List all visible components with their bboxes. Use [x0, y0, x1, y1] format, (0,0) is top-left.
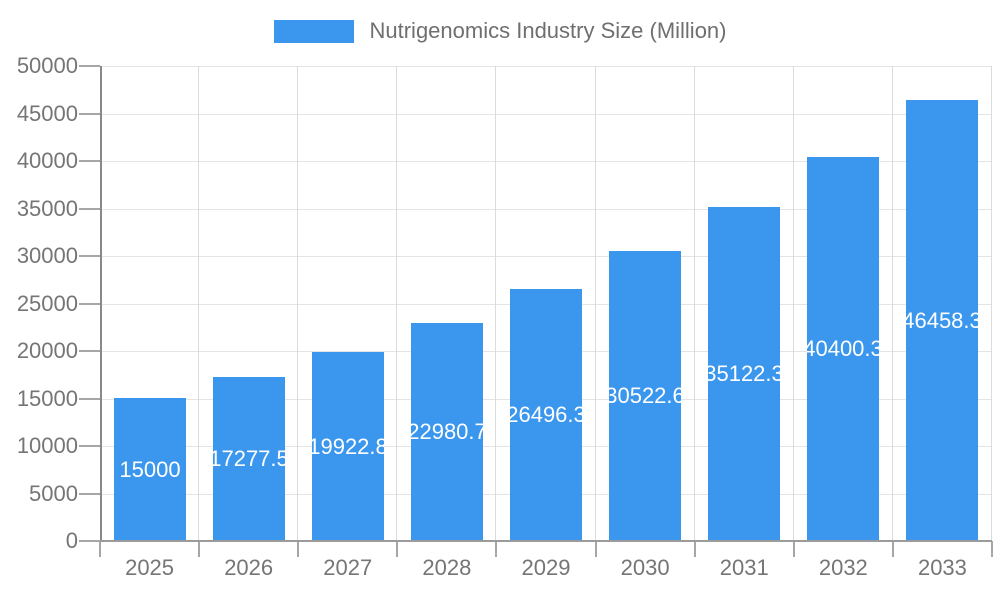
x-axis-tick	[892, 541, 894, 557]
bar-value-label: 35122.3	[708, 361, 780, 386]
bar[interactable]: 17277.5	[213, 377, 285, 541]
y-axis-tick	[79, 493, 100, 495]
bar-value-label: 19922.8	[312, 433, 384, 459]
y-axis-label: 0	[65, 528, 78, 553]
x-axis-label: 2025	[125, 555, 175, 580]
y-axis-label: 10000	[16, 433, 78, 458]
x-axis-tick	[793, 541, 795, 557]
x-axis-tick	[595, 541, 597, 557]
x-axis-tick	[495, 541, 497, 557]
x-axis-label: 2028	[422, 555, 472, 580]
y-axis-tick	[79, 398, 100, 400]
h-gridline	[100, 66, 992, 67]
y-axis-label: 45000	[16, 101, 78, 126]
bar[interactable]: 15000	[114, 398, 186, 541]
v-gridline	[495, 66, 496, 541]
y-axis-tick	[79, 208, 100, 210]
h-gridline	[100, 256, 992, 257]
v-gridline	[991, 66, 992, 541]
y-axis-tick	[79, 113, 100, 115]
v-gridline	[297, 66, 298, 541]
x-axis-label: 2032	[818, 555, 868, 580]
bar-value-label: 22980.7	[411, 419, 483, 444]
x-axis-label: 2031	[719, 555, 769, 580]
v-gridline	[793, 66, 794, 541]
x-axis-line	[100, 540, 992, 542]
v-gridline	[694, 66, 695, 541]
bar[interactable]: 30522.6	[609, 251, 681, 541]
v-gridline	[198, 66, 199, 541]
bar-value-label: 40400.3	[807, 336, 879, 361]
x-axis-tick	[297, 541, 299, 557]
bar[interactable]: 46458.3	[906, 100, 978, 541]
x-axis-label: 2029	[521, 555, 571, 580]
x-axis-tick	[99, 541, 101, 557]
y-axis-label: 35000	[16, 196, 78, 221]
x-axis-label: 2033	[917, 555, 967, 580]
v-gridline	[396, 66, 397, 541]
h-gridline	[100, 161, 992, 162]
x-axis-tick	[991, 541, 993, 557]
bar[interactable]: 35122.3	[708, 207, 780, 541]
legend-swatch	[273, 19, 354, 43]
y-axis-label: 40000	[16, 148, 78, 173]
y-axis-label: 25000	[16, 291, 78, 316]
y-axis-tick	[79, 65, 100, 67]
bar-value-label: 30522.6	[609, 383, 681, 408]
v-gridline	[595, 66, 596, 541]
bar-value-label: 15000	[119, 456, 181, 482]
legend-label: Nutrigenomics Industry Size (Million)	[369, 18, 727, 43]
x-axis-tick	[694, 541, 696, 557]
bar[interactable]: 26496.3	[510, 289, 582, 541]
bar-value-label: 26496.3	[510, 402, 582, 427]
x-axis-tick	[396, 541, 398, 557]
h-gridline	[100, 209, 992, 210]
y-axis-tick	[79, 540, 100, 542]
y-axis-label: 50000	[16, 53, 78, 78]
plot-area: 15000 17277.5 19922.8 22980.7 26496.3 30522.6…	[100, 66, 992, 542]
x-axis-label: 2030	[620, 555, 670, 580]
bar[interactable]: 19922.8	[312, 352, 384, 541]
y-axis-label: 30000	[16, 243, 78, 268]
y-axis-label: 20000	[16, 338, 78, 363]
legend: Nutrigenomics Industry Size (Million)	[0, 18, 1000, 43]
y-axis-tick	[79, 445, 100, 447]
y-axis-line	[100, 66, 102, 541]
bar[interactable]: 40400.3	[807, 157, 879, 541]
y-axis-tick	[79, 303, 100, 305]
x-axis-label: 2027	[323, 555, 373, 580]
h-gridline	[100, 114, 992, 115]
y-axis-label: 5000	[29, 481, 78, 506]
x-axis-tick	[198, 541, 200, 557]
bar-value-label: 17277.5	[213, 446, 285, 471]
v-gridline	[892, 66, 893, 541]
bar-value-label: 46458.3	[906, 307, 978, 333]
y-axis-label: 15000	[16, 386, 78, 411]
y-axis-tick	[79, 160, 100, 162]
x-axis-label: 2026	[224, 555, 274, 580]
y-axis-tick	[79, 255, 100, 257]
bar[interactable]: 22980.7	[411, 323, 483, 541]
y-axis-tick	[79, 350, 100, 352]
